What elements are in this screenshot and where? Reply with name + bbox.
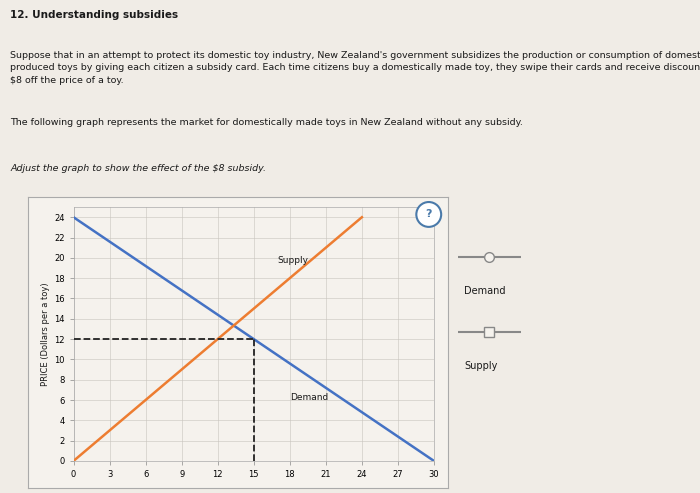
Text: Demand: Demand bbox=[464, 286, 505, 296]
Text: 12. Understanding subsidies: 12. Understanding subsidies bbox=[10, 10, 178, 20]
Circle shape bbox=[416, 202, 441, 227]
Y-axis label: PRICE (Dollars per a toy): PRICE (Dollars per a toy) bbox=[41, 282, 50, 386]
Text: Adjust the graph to show the effect of the $8 subsidy.: Adjust the graph to show the effect of t… bbox=[10, 164, 266, 173]
Text: Supply: Supply bbox=[464, 361, 498, 371]
Text: Supply: Supply bbox=[278, 256, 309, 265]
Text: ?: ? bbox=[426, 210, 432, 219]
Text: Demand: Demand bbox=[290, 393, 328, 402]
Text: Suppose that in an attempt to protect its domestic toy industry, New Zealand's g: Suppose that in an attempt to protect it… bbox=[10, 51, 700, 84]
Text: The following graph represents the market for domestically made toys in New Zeal: The following graph represents the marke… bbox=[10, 118, 523, 127]
